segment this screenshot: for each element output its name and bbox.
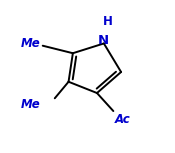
Text: Me: Me <box>21 98 41 111</box>
Text: H: H <box>103 15 113 28</box>
Text: Me: Me <box>21 37 41 50</box>
Text: N: N <box>97 34 108 47</box>
Text: Ac: Ac <box>115 113 131 126</box>
